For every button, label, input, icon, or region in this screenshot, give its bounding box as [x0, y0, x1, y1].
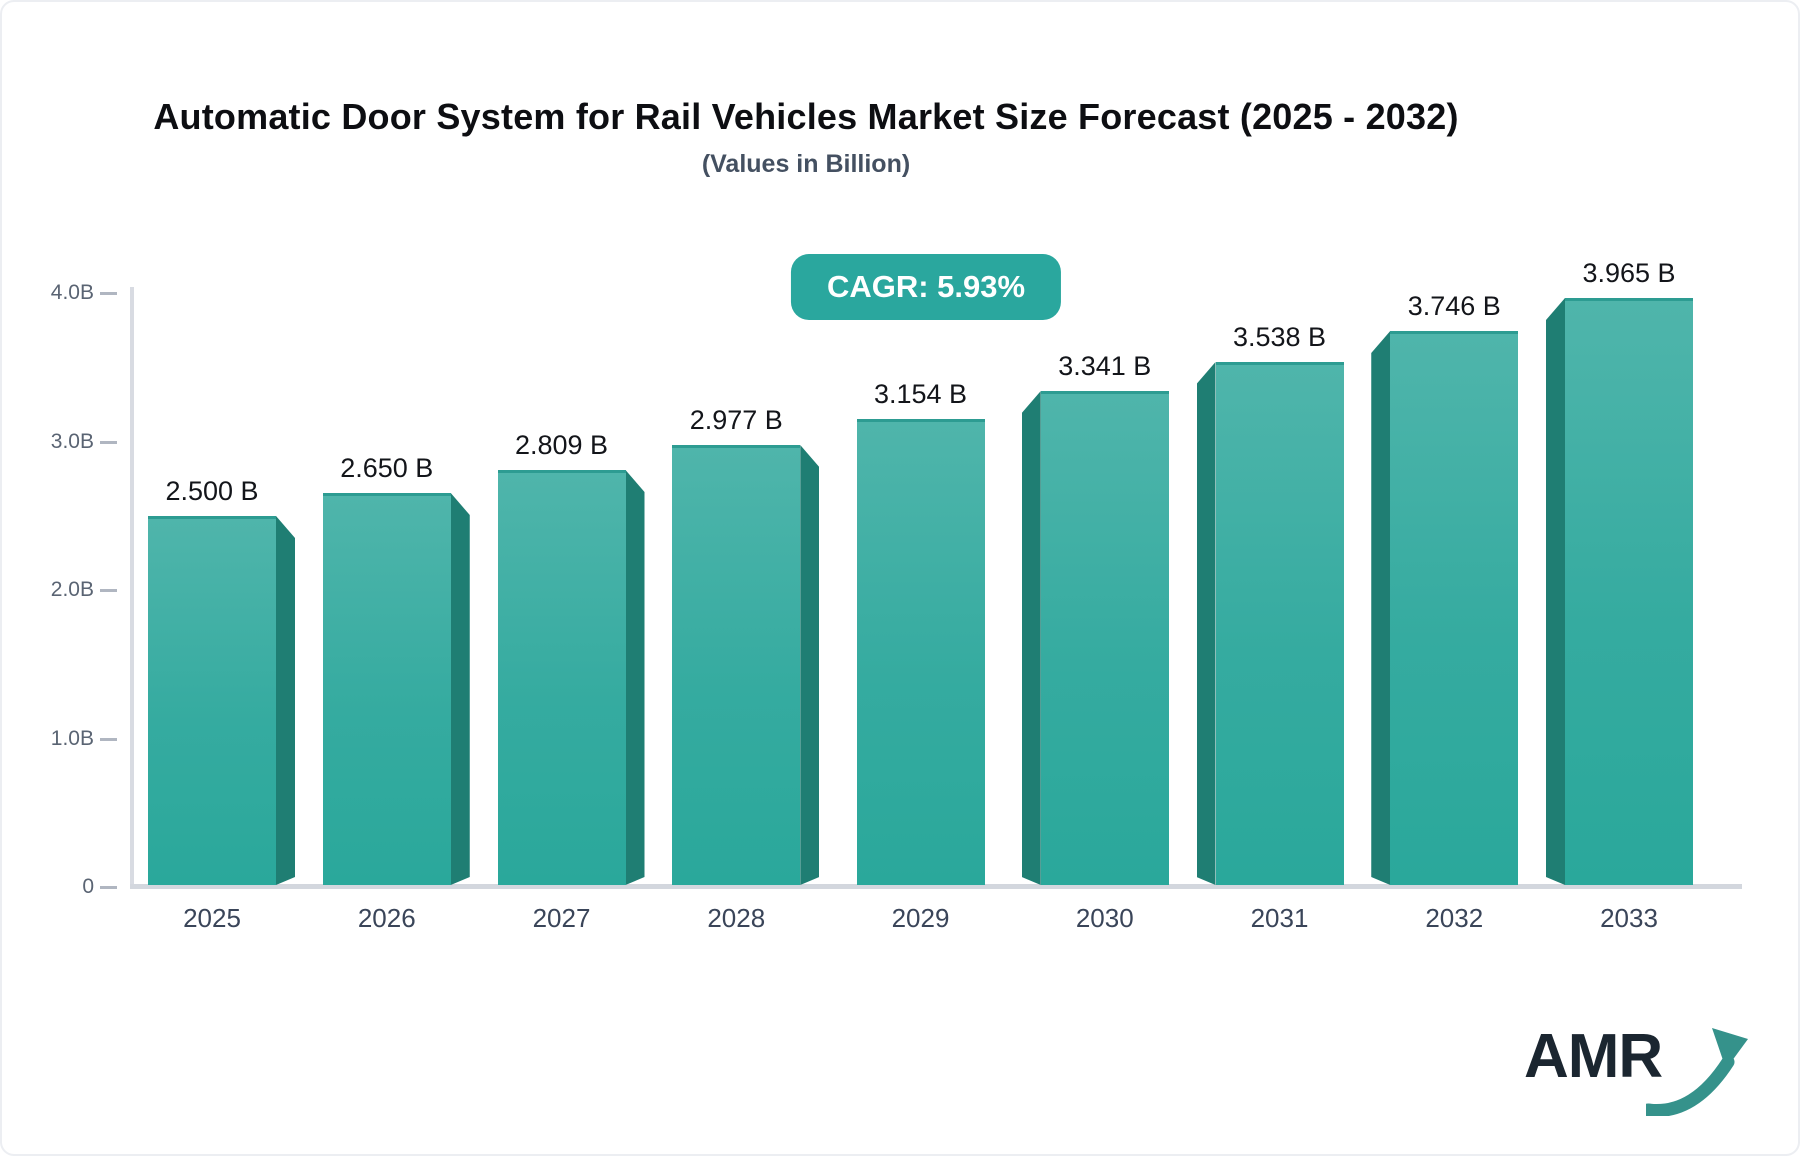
bar-value-label: 2.500 B — [165, 476, 259, 506]
bar-side-face — [626, 470, 645, 885]
y-tick-mark — [100, 440, 117, 444]
x-axis-label-2025: 2025 — [183, 903, 241, 933]
chart-title: Automatic Door System for Rail Vehicles … — [153, 96, 1459, 137]
bar-2029: 3.154 B — [847, 379, 994, 885]
x-axis-label-2029: 2029 — [891, 903, 950, 933]
bar-face — [497, 470, 626, 885]
bar-side-face — [1197, 362, 1216, 885]
bar-side-face — [1371, 331, 1390, 885]
y-tick-mark — [100, 886, 117, 889]
bar-value-label: 3.154 B — [873, 379, 968, 409]
x-axis-label-2030: 2030 — [1075, 903, 1134, 933]
bar-2033: 3.965 B — [1546, 258, 1693, 885]
bar-side-face — [276, 516, 295, 885]
bar-value-label: 2.650 B — [340, 453, 434, 483]
x-axis-line — [130, 884, 1742, 889]
amr-logo-text: AMR — [1524, 1022, 1663, 1091]
bar-2032: 3.746 B — [1371, 291, 1519, 885]
bar-face — [672, 445, 801, 885]
y-tick-mark — [100, 292, 117, 295]
bar-value-label: 3.965 B — [1582, 258, 1676, 288]
x-axis-label-2031: 2031 — [1250, 903, 1309, 933]
bar-value-label: 3.538 B — [1232, 322, 1327, 352]
bar-2027: 2.809 B — [497, 430, 645, 885]
bar-face — [1390, 331, 1519, 885]
bar-2031: 3.538 B — [1197, 322, 1344, 885]
amr-logo: AMR — [1524, 1022, 1750, 1116]
chart-subtitle: (Values in Billion) — [701, 150, 911, 178]
x-axis-label-2028: 2028 — [707, 903, 766, 933]
y-axis-line — [130, 287, 134, 889]
x-axis-label-2026: 2026 — [357, 903, 416, 933]
y-tick-label: 4.0B — [50, 281, 94, 304]
y-tick-label: 3.0B — [50, 429, 94, 453]
x-axis-label-2032: 2032 — [1425, 903, 1484, 933]
y-tick-mark — [100, 589, 117, 592]
bar-side-face — [800, 445, 819, 885]
x-axis-label-2033: 2033 — [1600, 903, 1658, 933]
x-axis-label-2027: 2027 — [532, 903, 591, 933]
bar-side-face — [1546, 298, 1565, 885]
bar-2025: 2.500 B — [148, 476, 295, 885]
bar-value-label: 3.746 B — [1407, 291, 1501, 321]
y-tick-label: 2.0B — [50, 578, 94, 601]
y-tick-label: 0 — [82, 875, 94, 898]
bar-value-label: 3.341 B — [1058, 351, 1152, 381]
bar-side-face — [1022, 391, 1041, 885]
bar-2030: 3.341 B — [1022, 351, 1169, 885]
y-tick-label: 1.0B — [50, 726, 94, 750]
bar-face — [1565, 298, 1693, 885]
bar-face — [322, 493, 451, 885]
bar-face — [1215, 362, 1344, 885]
bar-value-label: 2.809 B — [514, 430, 609, 460]
bar-value-label: 2.977 B — [689, 405, 783, 435]
bar-2028: 2.977 B — [672, 405, 819, 885]
bar-face — [856, 419, 985, 885]
bar-side-face — [451, 493, 470, 885]
growth-arrow-icon — [1646, 1028, 1749, 1116]
bar-2026: 2.650 B — [322, 453, 470, 885]
bar-face — [1040, 391, 1169, 885]
y-tick-mark — [100, 737, 117, 741]
cagr-badge: CAGR: 5.93% — [790, 254, 1062, 320]
bar-face — [148, 516, 276, 885]
